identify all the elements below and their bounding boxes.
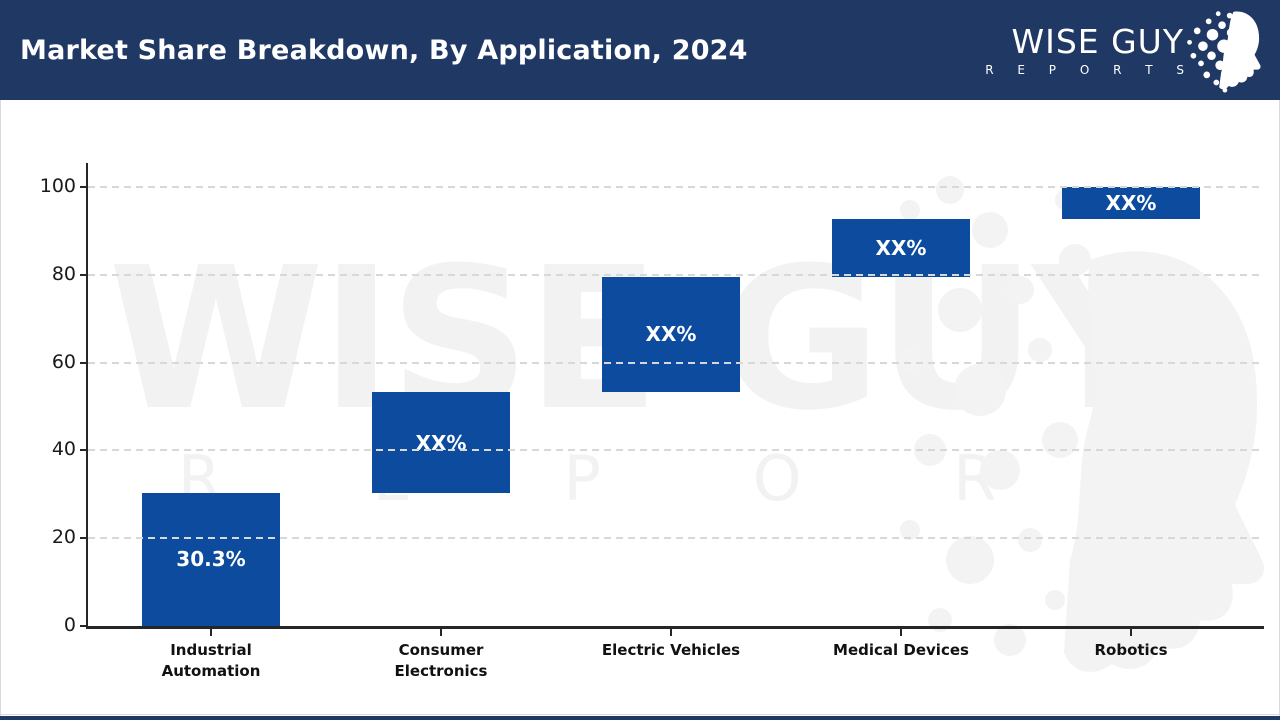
bar-robotics: XX% <box>1062 187 1200 219</box>
y-tick-label-0: 0 <box>63 614 76 636</box>
footer-hairline <box>0 714 1280 715</box>
x-tick-2 <box>670 628 672 636</box>
x-tick-label-4: Robotics <box>1094 641 1168 659</box>
gridline-40 <box>88 449 1264 452</box>
x-tick-1 <box>440 628 442 636</box>
x-tick-label-2: Electric Vehicles <box>601 641 741 659</box>
y-tick-label-60: 60 <box>51 350 76 373</box>
logo-brand-label: WISE GUY <box>1011 21 1184 61</box>
bar-value-label: XX% <box>645 322 697 347</box>
page-title: Market Share Breakdown, By Application, … <box>20 34 748 66</box>
y-tick-20 <box>80 537 88 540</box>
bar-industrial-automation: 30.3% <box>142 492 280 626</box>
dotted-face-icon <box>1187 11 1261 93</box>
bar-medical-devices: XX% <box>832 218 970 277</box>
bar-value-label: XX% <box>1105 190 1157 215</box>
bar-electric-vehicles: XX% <box>602 276 740 393</box>
watermark-face-dots <box>898 176 1265 673</box>
y-tick-label-20: 20 <box>51 526 76 549</box>
y-tick-40 <box>80 449 88 452</box>
gridline-100 <box>88 186 1264 188</box>
bar-value-label: XX% <box>875 235 927 260</box>
gridline-20 <box>88 537 1264 540</box>
header-bar: Market Share Breakdown, By Application, … <box>0 0 1280 100</box>
y-tick-0 <box>80 625 88 627</box>
x-axis-line <box>86 626 1264 629</box>
gridline-80 <box>88 273 1264 276</box>
y-tick-60 <box>80 361 88 364</box>
footer-accent-bar <box>0 716 1280 720</box>
gridline-60 <box>88 361 1264 364</box>
x-tick-3 <box>900 628 902 636</box>
x-tick-label-0: Industrial Automation <box>161 641 261 680</box>
x-tick-0 <box>210 628 212 636</box>
wise-guy-reports-logo: WISE GUY R E P O R T S <box>985 0 1266 100</box>
y-tick-label-100: 100 <box>39 175 76 197</box>
bar-consumer-electronics: XX% <box>372 392 510 493</box>
x-tick-label-1: Consumer Electronics <box>394 641 488 680</box>
x-tick-label-3: Medical Devices <box>833 641 969 659</box>
y-tick-label-40: 40 <box>51 438 76 461</box>
x-tick-4 <box>1130 628 1132 636</box>
y-tick-label-80: 80 <box>51 262 76 285</box>
logo-sub-label: R E P O R T S <box>985 62 1194 77</box>
bar-value-label: 30.3% <box>176 547 246 572</box>
y-tick-80 <box>80 273 88 276</box>
logo-text: WISE GUY R E P O R T S <box>985 25 1184 76</box>
y-axis-line <box>86 163 88 629</box>
y-tick-100 <box>80 186 88 188</box>
